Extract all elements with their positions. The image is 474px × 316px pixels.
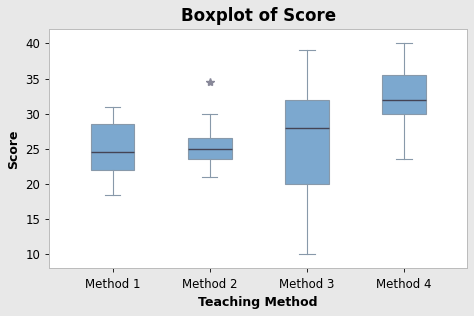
PathPatch shape xyxy=(285,100,328,184)
PathPatch shape xyxy=(188,138,231,160)
PathPatch shape xyxy=(91,124,135,170)
PathPatch shape xyxy=(382,75,426,114)
X-axis label: Teaching Method: Teaching Method xyxy=(199,296,318,309)
Y-axis label: Score: Score xyxy=(7,129,20,169)
Title: Boxplot of Score: Boxplot of Score xyxy=(181,7,336,25)
